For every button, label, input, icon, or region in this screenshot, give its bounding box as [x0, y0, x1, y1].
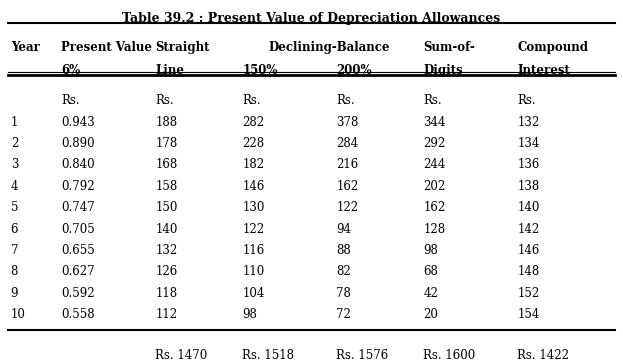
Text: 94: 94 — [336, 223, 351, 236]
Text: Rs.: Rs. — [242, 94, 261, 107]
Text: Year: Year — [11, 41, 40, 54]
Text: Rs.: Rs. — [61, 94, 80, 107]
Text: 162: 162 — [423, 201, 445, 214]
Text: 0.747: 0.747 — [61, 201, 95, 214]
Text: Interest: Interest — [517, 64, 570, 77]
Text: Rs. 1600: Rs. 1600 — [423, 349, 475, 362]
Text: Rs. 1470: Rs. 1470 — [155, 349, 207, 362]
Text: 138: 138 — [517, 180, 540, 193]
Text: Line: Line — [155, 64, 184, 77]
Text: 0.943: 0.943 — [61, 116, 95, 129]
Text: Declining-Balance: Declining-Balance — [269, 41, 391, 54]
Text: 0.890: 0.890 — [61, 137, 95, 150]
Text: 202: 202 — [423, 180, 445, 193]
Text: Present Value: Present Value — [61, 41, 153, 54]
Text: 118: 118 — [155, 287, 178, 300]
Text: 148: 148 — [517, 265, 540, 278]
Text: 0.627: 0.627 — [61, 265, 95, 278]
Text: 72: 72 — [336, 308, 351, 321]
Text: Sum-of-: Sum-of- — [423, 41, 475, 54]
Text: 122: 122 — [242, 223, 264, 236]
Text: 7: 7 — [11, 244, 18, 257]
Text: 150%: 150% — [242, 64, 278, 77]
Text: 8: 8 — [11, 265, 18, 278]
Text: 3: 3 — [11, 159, 18, 172]
Text: 88: 88 — [336, 244, 351, 257]
Text: 132: 132 — [155, 244, 178, 257]
Text: Rs.: Rs. — [423, 94, 442, 107]
Text: 152: 152 — [517, 287, 540, 300]
Text: 150: 150 — [155, 201, 178, 214]
Text: 168: 168 — [155, 159, 178, 172]
Text: 42: 42 — [423, 287, 438, 300]
Text: 228: 228 — [242, 137, 264, 150]
Text: 132: 132 — [517, 116, 540, 129]
Text: 162: 162 — [336, 180, 359, 193]
Text: 0.592: 0.592 — [61, 287, 95, 300]
Text: 104: 104 — [242, 287, 265, 300]
Text: 182: 182 — [242, 159, 264, 172]
Text: 146: 146 — [517, 244, 540, 257]
Text: Rs. 1518: Rs. 1518 — [242, 349, 294, 362]
Text: 140: 140 — [155, 223, 178, 236]
Text: 130: 130 — [242, 201, 265, 214]
Text: Compound: Compound — [517, 41, 588, 54]
Text: Rs. 1422: Rs. 1422 — [517, 349, 569, 362]
Text: Rs.: Rs. — [336, 94, 355, 107]
Text: 0.792: 0.792 — [61, 180, 95, 193]
Text: 110: 110 — [242, 265, 265, 278]
Text: 112: 112 — [155, 308, 178, 321]
Text: 0.840: 0.840 — [61, 159, 95, 172]
Text: 378: 378 — [336, 116, 359, 129]
Text: 6%: 6% — [61, 64, 80, 77]
Text: Rs. 1576: Rs. 1576 — [336, 349, 389, 362]
Text: Rs.: Rs. — [517, 94, 536, 107]
Text: 4: 4 — [11, 180, 18, 193]
Text: 1: 1 — [11, 116, 18, 129]
Text: 292: 292 — [423, 137, 445, 150]
Text: 0.705: 0.705 — [61, 223, 95, 236]
Text: 344: 344 — [423, 116, 445, 129]
Text: 9: 9 — [11, 287, 18, 300]
Text: 142: 142 — [517, 223, 540, 236]
Text: 216: 216 — [336, 159, 359, 172]
Text: 146: 146 — [242, 180, 265, 193]
Text: Straight: Straight — [155, 41, 210, 54]
Text: 188: 188 — [155, 116, 178, 129]
Text: 134: 134 — [517, 137, 540, 150]
Text: 5: 5 — [11, 201, 18, 214]
Text: 178: 178 — [155, 137, 178, 150]
Text: 98: 98 — [242, 308, 257, 321]
Text: 122: 122 — [336, 201, 358, 214]
Text: 136: 136 — [517, 159, 540, 172]
Text: Digits: Digits — [423, 64, 463, 77]
Text: 140: 140 — [517, 201, 540, 214]
Text: 0.655: 0.655 — [61, 244, 95, 257]
Text: 128: 128 — [423, 223, 445, 236]
Text: 284: 284 — [336, 137, 359, 150]
Text: 20: 20 — [423, 308, 438, 321]
Text: Table 39.2 : Present Value of Depreciation Allowances: Table 39.2 : Present Value of Depreciati… — [122, 12, 501, 25]
Text: 68: 68 — [423, 265, 438, 278]
Text: 158: 158 — [155, 180, 178, 193]
Text: 98: 98 — [423, 244, 438, 257]
Text: 78: 78 — [336, 287, 351, 300]
Text: 282: 282 — [242, 116, 264, 129]
Text: 126: 126 — [155, 265, 178, 278]
Text: Rs.: Rs. — [155, 94, 174, 107]
Text: 244: 244 — [423, 159, 445, 172]
Text: 6: 6 — [11, 223, 18, 236]
Text: 200%: 200% — [336, 64, 372, 77]
Text: 154: 154 — [517, 308, 540, 321]
Text: 116: 116 — [242, 244, 265, 257]
Text: 82: 82 — [336, 265, 351, 278]
Text: 0.558: 0.558 — [61, 308, 95, 321]
Text: 2: 2 — [11, 137, 18, 150]
Text: 10: 10 — [11, 308, 26, 321]
